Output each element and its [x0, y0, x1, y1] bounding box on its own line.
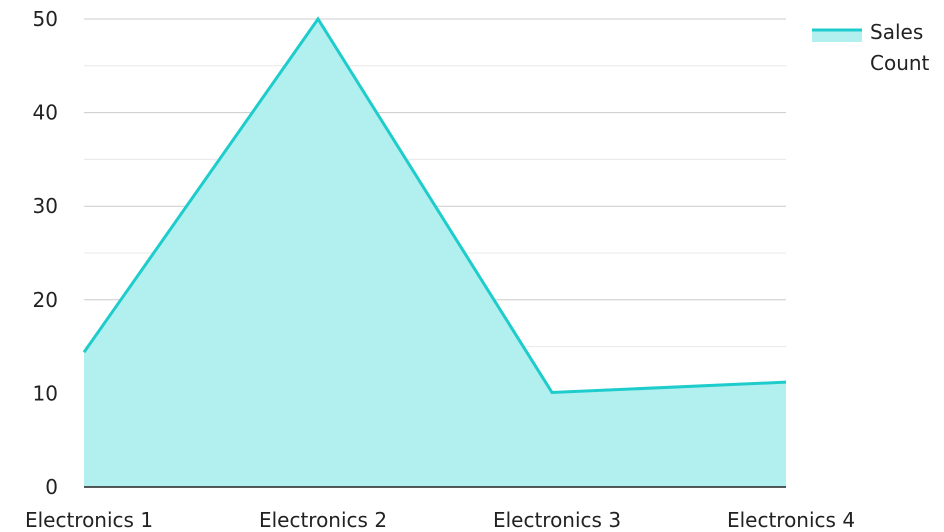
legend-label: Count — [870, 51, 930, 75]
x-tick-label: Electronics 2 — [259, 508, 387, 528]
area-layer — [82, 16, 787, 487]
y-tick-label: 10 — [33, 381, 58, 405]
y-tick-label: 20 — [33, 288, 58, 312]
legend-label: Sales — [870, 20, 923, 44]
series-line — [82, 16, 787, 395]
x-tick-label: Electronics 1 — [25, 508, 153, 528]
x-tick-label: Electronics 4 — [727, 508, 855, 528]
y-tick-label: 40 — [33, 101, 58, 125]
legend: Sales Count — [812, 20, 930, 75]
x-tick-label: Electronics 3 — [493, 508, 621, 528]
y-tick-label: 0 — [45, 475, 58, 499]
legend-swatch-fill — [812, 30, 862, 42]
y-tick-label: 30 — [33, 194, 58, 218]
y-tick-label: 50 — [33, 7, 58, 31]
series-area-fill — [84, 19, 786, 487]
